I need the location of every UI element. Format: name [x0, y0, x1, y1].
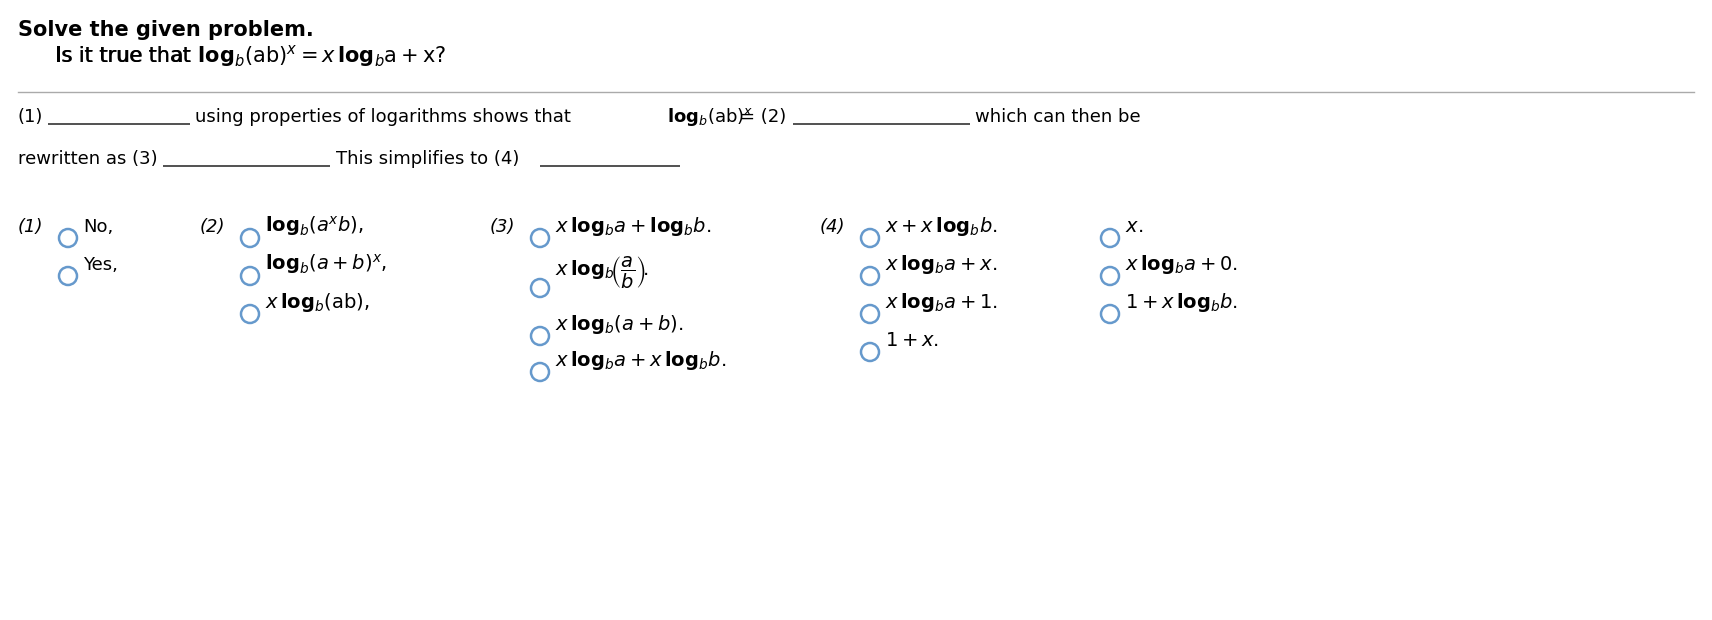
Text: $x\,\mathbf{log}_{b}\!\left(\dfrac{a}{b}\right)\!.$: $x\,\mathbf{log}_{b}\!\left(\dfrac{a}{b}…: [555, 255, 649, 291]
Text: This simplifies to (4): This simplifies to (4): [336, 150, 519, 168]
Text: (2): (2): [200, 218, 226, 236]
Text: $x\,\mathbf{log}_{b}a + \mathbf{log}_{b}b.$: $x\,\mathbf{log}_{b}a + \mathbf{log}_{b}…: [555, 215, 712, 238]
Text: (1): (1): [19, 218, 43, 236]
Text: $x\,\mathbf{log}_{b}a + 0.$: $x\,\mathbf{log}_{b}a + 0.$: [1125, 253, 1238, 276]
Text: $x\,\mathbf{log}_{b}a + x.$: $x\,\mathbf{log}_{b}a + x.$: [885, 253, 996, 276]
Text: (1): (1): [19, 108, 43, 126]
Text: using properties of logarithms shows that: using properties of logarithms shows tha…: [195, 108, 570, 126]
Text: (3): (3): [490, 218, 515, 236]
Text: which can then be: which can then be: [976, 108, 1140, 126]
Text: Solve the given problem.: Solve the given problem.: [19, 20, 313, 40]
Text: $x\,\mathbf{log}_{b}a + x\,\mathbf{log}_{b}b.$: $x\,\mathbf{log}_{b}a + x\,\mathbf{log}_…: [555, 349, 726, 372]
Text: = (2): = (2): [740, 108, 786, 126]
Text: (4): (4): [820, 218, 846, 236]
Text: $x + x\,\mathbf{log}_{b}b.$: $x + x\,\mathbf{log}_{b}b.$: [885, 215, 998, 238]
Text: Is it true that $\mathbf{log}_{b}(\mathrm{ab})^{x} = x\,\mathbf{log}_{b}\mathrm{: Is it true that $\mathbf{log}_{b}(\mathr…: [55, 43, 447, 69]
Text: $\mathbf{log}_{b}(a+b)^{x}$,: $\mathbf{log}_{b}(a+b)^{x}$,: [265, 252, 387, 277]
Text: No,: No,: [82, 218, 113, 236]
Text: Is it true that: Is it true that: [55, 46, 197, 66]
Text: Yes,: Yes,: [82, 256, 118, 274]
Text: $1 + x.$: $1 + x.$: [885, 331, 938, 350]
Text: $x\,\mathbf{log}_{b}(a+b).$: $x\,\mathbf{log}_{b}(a+b).$: [555, 313, 683, 336]
Text: $\mathbf{log}_{b}(a^{x}b)$,: $\mathbf{log}_{b}(a^{x}b)$,: [265, 215, 363, 238]
Text: $x.$: $x.$: [1125, 217, 1144, 236]
Text: $1 + x\,\mathbf{log}_{b}b.$: $1 + x\,\mathbf{log}_{b}b.$: [1125, 291, 1238, 314]
Text: rewritten as (3): rewritten as (3): [19, 150, 158, 168]
Text: $x\,\mathbf{log}_{b}a + 1.$: $x\,\mathbf{log}_{b}a + 1.$: [885, 291, 998, 314]
Text: $\mathbf{log}_{b}(\mathrm{ab})^{x}$: $\mathbf{log}_{b}(\mathrm{ab})^{x}$: [668, 106, 753, 128]
Text: $x\,\mathbf{log}_{b}(\mathrm{ab})$,: $x\,\mathbf{log}_{b}(\mathrm{ab})$,: [265, 291, 370, 314]
